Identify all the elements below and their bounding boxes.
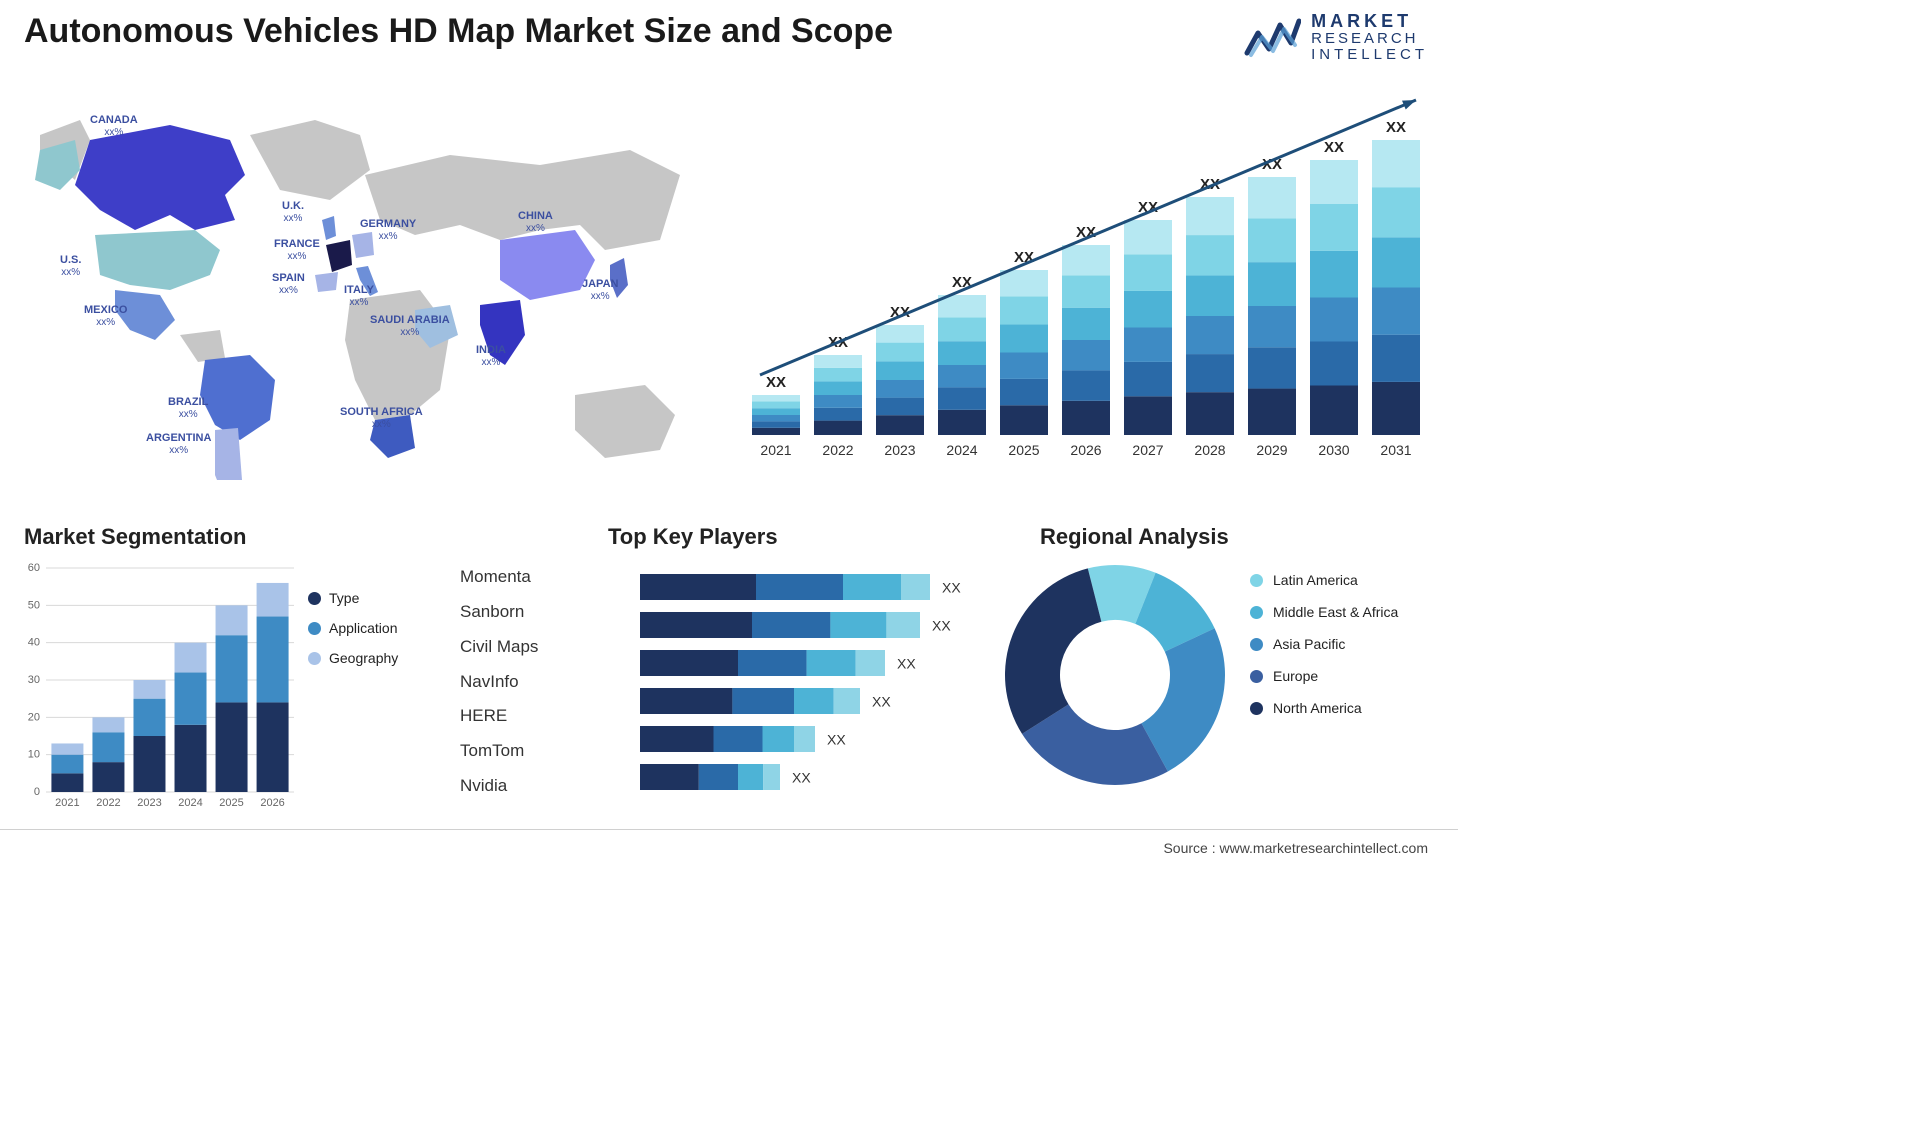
player-list-item: Civil Maps	[460, 630, 538, 665]
regional-title: Regional Analysis	[1040, 524, 1229, 550]
map-label-china: CHINAxx%	[518, 210, 553, 234]
legend-label: Asia Pacific	[1273, 636, 1345, 652]
svg-text:2030: 2030	[1318, 442, 1349, 458]
segmentation-bar-chart: 0 10 20 30 40 50 60 2021 2022 2023 2024 2025 2026	[18, 560, 298, 820]
regional-legend-item: North America	[1250, 700, 1398, 716]
svg-text:2027: 2027	[1132, 442, 1163, 458]
map-label-argentina: ARGENTINAxx%	[146, 432, 211, 456]
svg-text:XX: XX	[872, 694, 891, 710]
player-list-item: NavInfo	[460, 665, 538, 700]
svg-text:XX: XX	[827, 732, 846, 748]
logo-text-2: RESEARCH	[1311, 31, 1428, 47]
svg-text:XX: XX	[932, 618, 951, 634]
svg-text:0: 0	[34, 786, 40, 798]
svg-text:XX: XX	[1324, 139, 1344, 156]
legend-swatch-icon	[308, 592, 321, 605]
market-size-bar-chart: XX2021XX2022XX2023XX2024XX2025XX2026XX20…	[740, 90, 1440, 470]
logo-text-1: MARKET	[1311, 12, 1428, 31]
svg-text:2029: 2029	[1256, 442, 1287, 458]
legend-swatch-icon	[1250, 574, 1263, 587]
map-label-uk: U.K.xx%	[282, 200, 304, 224]
svg-text:40: 40	[28, 637, 40, 649]
svg-text:XX: XX	[942, 580, 961, 596]
regional-donut-chart	[1000, 560, 1230, 790]
regional-legend-item: Latin America	[1250, 572, 1398, 588]
svg-text:60: 60	[28, 562, 40, 574]
svg-text:2024: 2024	[178, 797, 202, 809]
legend-swatch-icon	[308, 652, 321, 665]
svg-text:2025: 2025	[1008, 442, 1039, 458]
svg-text:2024: 2024	[946, 442, 977, 458]
svg-text:2023: 2023	[137, 797, 161, 809]
svg-text:2028: 2028	[1194, 442, 1225, 458]
footer-divider	[0, 829, 1458, 830]
seg-legend-item: Application	[308, 620, 398, 636]
map-label-italy: ITALYxx%	[344, 284, 374, 308]
legend-swatch-icon	[1250, 606, 1263, 619]
legend-swatch-icon	[1250, 670, 1263, 683]
regional-legend-item: Middle East & Africa	[1250, 604, 1398, 620]
map-label-spain: SPAINxx%	[272, 272, 305, 296]
map-label-mexico: MEXICOxx%	[84, 304, 127, 328]
key-players-title: Top Key Players	[608, 524, 778, 550]
map-label-india: INDIAxx%	[476, 344, 506, 368]
svg-text:XX: XX	[897, 656, 916, 672]
svg-text:2025: 2025	[219, 797, 243, 809]
player-list-item: Sanborn	[460, 595, 538, 630]
seg-legend-item: Geography	[308, 650, 398, 666]
player-list-item: Momenta	[460, 560, 538, 595]
map-label-southafrica: SOUTH AFRICAxx%	[340, 406, 423, 430]
legend-swatch-icon	[1250, 702, 1263, 715]
world-map: CANADAxx% U.S.xx% MEXICOxx% BRAZILxx% ARGENT…	[20, 80, 710, 480]
legend-label: Middle East & Africa	[1273, 604, 1398, 620]
svg-text:2026: 2026	[260, 797, 284, 809]
page-title: Autonomous Vehicles HD Map Market Size a…	[24, 12, 893, 51]
svg-text:2023: 2023	[884, 442, 915, 458]
player-list-item: TomTom	[460, 734, 538, 769]
svg-text:XX: XX	[1386, 119, 1406, 136]
svg-text:2021: 2021	[55, 797, 79, 809]
map-label-brazil: BRAZILxx%	[168, 396, 208, 420]
map-label-us: U.S.xx%	[60, 254, 81, 278]
regional-legend-item: Asia Pacific	[1250, 636, 1398, 652]
map-label-germany: GERMANYxx%	[360, 218, 416, 242]
svg-text:2022: 2022	[96, 797, 120, 809]
seg-legend-item: Type	[308, 590, 398, 606]
legend-label: North America	[1273, 700, 1362, 716]
svg-text:10: 10	[28, 749, 40, 761]
svg-text:2031: 2031	[1380, 442, 1411, 458]
map-label-japan: JAPANxx%	[582, 278, 618, 302]
svg-text:XX: XX	[766, 374, 786, 391]
player-list-item: HERE	[460, 699, 538, 734]
segmentation-title: Market Segmentation	[24, 524, 247, 550]
legend-label: Europe	[1273, 668, 1318, 684]
logo-mark-icon	[1243, 13, 1301, 61]
segmentation-legend: Type Application Geography	[308, 590, 398, 680]
svg-text:30: 30	[28, 674, 40, 686]
svg-text:50: 50	[28, 599, 40, 611]
brand-logo: MARKET RESEARCH INTELLECT	[1243, 12, 1428, 62]
legend-label: Application	[329, 620, 398, 636]
regional-legend-item: Europe	[1250, 668, 1398, 684]
svg-text:XX: XX	[792, 770, 811, 786]
svg-text:2022: 2022	[822, 442, 853, 458]
map-label-saudiarabia: SAUDI ARABIAxx%	[370, 314, 450, 338]
legend-label: Geography	[329, 650, 398, 666]
legend-label: Type	[329, 590, 359, 606]
legend-label: Latin America	[1273, 572, 1358, 588]
map-label-canada: CANADAxx%	[90, 114, 138, 138]
svg-text:2026: 2026	[1070, 442, 1101, 458]
players-text-list: MomentaSanbornCivil MapsNavInfoHERETomTo…	[460, 560, 538, 804]
regional-legend: Latin America Middle East & Africa Asia Pa…	[1250, 572, 1398, 732]
map-label-france: FRANCExx%	[274, 238, 320, 262]
player-list-item: Nvidia	[460, 769, 538, 804]
legend-swatch-icon	[308, 622, 321, 635]
svg-text:20: 20	[28, 711, 40, 723]
legend-swatch-icon	[1250, 638, 1263, 651]
source-attribution: Source : www.marketresearchintellect.com	[1163, 840, 1428, 856]
svg-text:2021: 2021	[760, 442, 791, 458]
logo-text-3: INTELLECT	[1311, 47, 1428, 63]
key-players-hbar-chart: XX XX XX XX XX XX	[640, 568, 970, 818]
